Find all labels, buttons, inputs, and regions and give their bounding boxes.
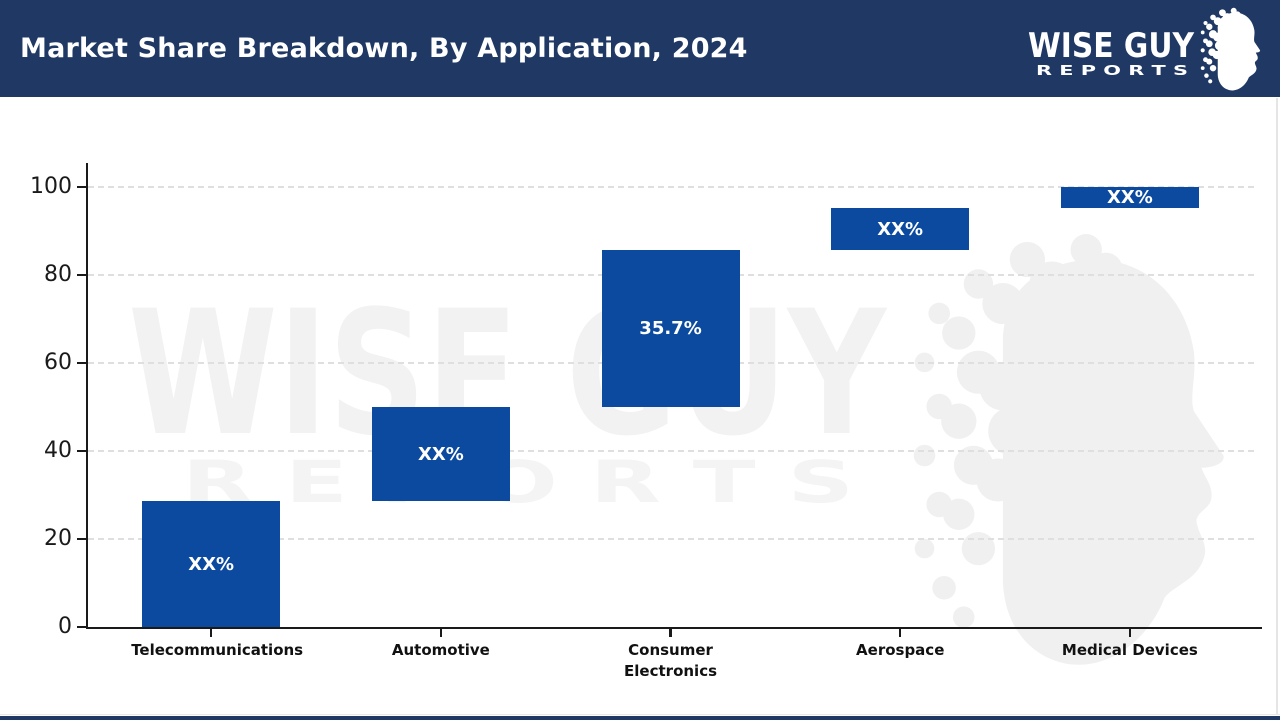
gridline-100 [88, 186, 1254, 188]
bar-segment-4: XX% [1060, 187, 1199, 209]
gridline-40 [88, 450, 1254, 452]
bar-segment-3: XX% [831, 208, 970, 250]
y-tick-label-40: 40 [44, 438, 72, 463]
footer-accent-strip [0, 716, 1280, 720]
x-tick-0 [209, 629, 213, 637]
x-tick-3 [898, 629, 902, 637]
y-tick-label-100: 100 [30, 174, 72, 199]
bar-value-label-4: XX% [1106, 187, 1153, 209]
bottom-hairline [0, 714, 1280, 715]
x-axis [85, 626, 1262, 629]
y-tick-0 [77, 625, 86, 629]
category-label-4: Medical Devices [1061, 641, 1198, 659]
bar-value-label-3: XX% [877, 218, 924, 240]
gridline-20 [88, 538, 1254, 540]
y-tick-80 [77, 273, 86, 277]
bar-value-label-2: 35.7% [639, 317, 702, 339]
y-tick-label-0: 0 [58, 614, 72, 639]
x-tick-1 [439, 629, 443, 637]
y-tick-label-20: 20 [44, 526, 72, 551]
chart-title: Market Share Breakdown, By Application, … [20, 33, 748, 64]
brand-logo: WISE GUY R E P O R T S [1028, 7, 1261, 91]
y-tick-60 [77, 361, 86, 365]
x-tick-4 [1128, 629, 1132, 637]
category-label-1: Automotive [391, 641, 490, 659]
category-label-3: Aerospace [856, 641, 945, 659]
category-label-0: Telecommunications [131, 641, 304, 659]
y-tick-100 [77, 185, 86, 189]
right-hairline [1276, 98, 1278, 714]
category-label-2: Consumer Electronics [624, 641, 718, 680]
x-tick-2 [669, 629, 672, 637]
y-tick-40 [77, 449, 86, 453]
y-tick-20 [77, 537, 86, 541]
bar-value-label-1: XX% [417, 443, 464, 465]
y-axis [85, 163, 88, 629]
y-tick-label-60: 60 [44, 350, 72, 375]
bar-segment-1: XX% [371, 407, 510, 502]
bar-segment-0: XX% [142, 501, 281, 627]
header-banner: Market Share Breakdown, By Application, … [0, 0, 1280, 97]
y-tick-label-80: 80 [44, 262, 72, 287]
logo-reports-text: R E P O R T S [1036, 64, 1188, 79]
logo-wiseguy-text: WISE GUY [1028, 26, 1194, 66]
bar-segment-2: 35.7% [601, 249, 740, 407]
bar-value-label-0: XX% [188, 553, 235, 575]
